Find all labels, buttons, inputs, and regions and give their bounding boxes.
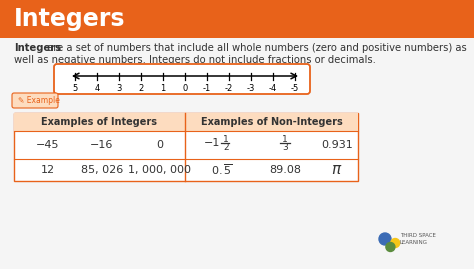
Text: well as negative numbers. Integers do not include fractions or decimals.: well as negative numbers. Integers do no…: [14, 55, 376, 65]
FancyBboxPatch shape: [14, 113, 358, 181]
Text: 1: 1: [282, 136, 288, 144]
FancyBboxPatch shape: [12, 93, 58, 108]
Text: 0: 0: [156, 140, 164, 150]
Text: 3: 3: [116, 84, 122, 93]
Text: 1: 1: [160, 84, 165, 93]
Circle shape: [379, 233, 391, 245]
Text: −1: −1: [204, 138, 220, 148]
Text: 89.08: 89.08: [269, 165, 301, 175]
Text: 1, 000, 000: 1, 000, 000: [128, 165, 191, 175]
Text: Examples of Integers: Examples of Integers: [42, 117, 157, 127]
Text: -4: -4: [269, 84, 277, 93]
Text: 85, 026: 85, 026: [81, 165, 123, 175]
Text: -1: -1: [203, 84, 211, 93]
FancyBboxPatch shape: [54, 64, 310, 94]
Circle shape: [391, 239, 400, 247]
Text: −16: −16: [91, 140, 114, 150]
Text: Integers: Integers: [14, 7, 126, 31]
FancyBboxPatch shape: [0, 0, 474, 38]
Text: Integers: Integers: [14, 43, 61, 53]
Text: 2: 2: [138, 84, 144, 93]
Text: ✎ Example: ✎ Example: [18, 96, 60, 105]
Text: 0: 0: [182, 84, 188, 93]
Text: $0.\overline{5}$: $0.\overline{5}$: [211, 163, 233, 177]
Text: 5: 5: [73, 84, 78, 93]
Text: 0.931: 0.931: [321, 140, 353, 150]
Text: 12: 12: [41, 165, 55, 175]
Text: -3: -3: [247, 84, 255, 93]
Text: are a set of numbers that include all whole numbers (zero and positive numbers) : are a set of numbers that include all wh…: [44, 43, 467, 53]
Text: 2: 2: [223, 143, 228, 151]
Text: $\pi$: $\pi$: [331, 162, 343, 178]
Text: -2: -2: [225, 84, 233, 93]
FancyBboxPatch shape: [14, 113, 358, 131]
Text: 4: 4: [94, 84, 100, 93]
Text: 1: 1: [223, 136, 229, 144]
Text: −45: −45: [36, 140, 60, 150]
Text: Examples of Non-Integers: Examples of Non-Integers: [201, 117, 342, 127]
Circle shape: [386, 242, 395, 252]
Text: THIRD SPACE
LEARNING: THIRD SPACE LEARNING: [400, 233, 436, 245]
Text: -5: -5: [291, 84, 299, 93]
Text: 3: 3: [282, 143, 288, 151]
